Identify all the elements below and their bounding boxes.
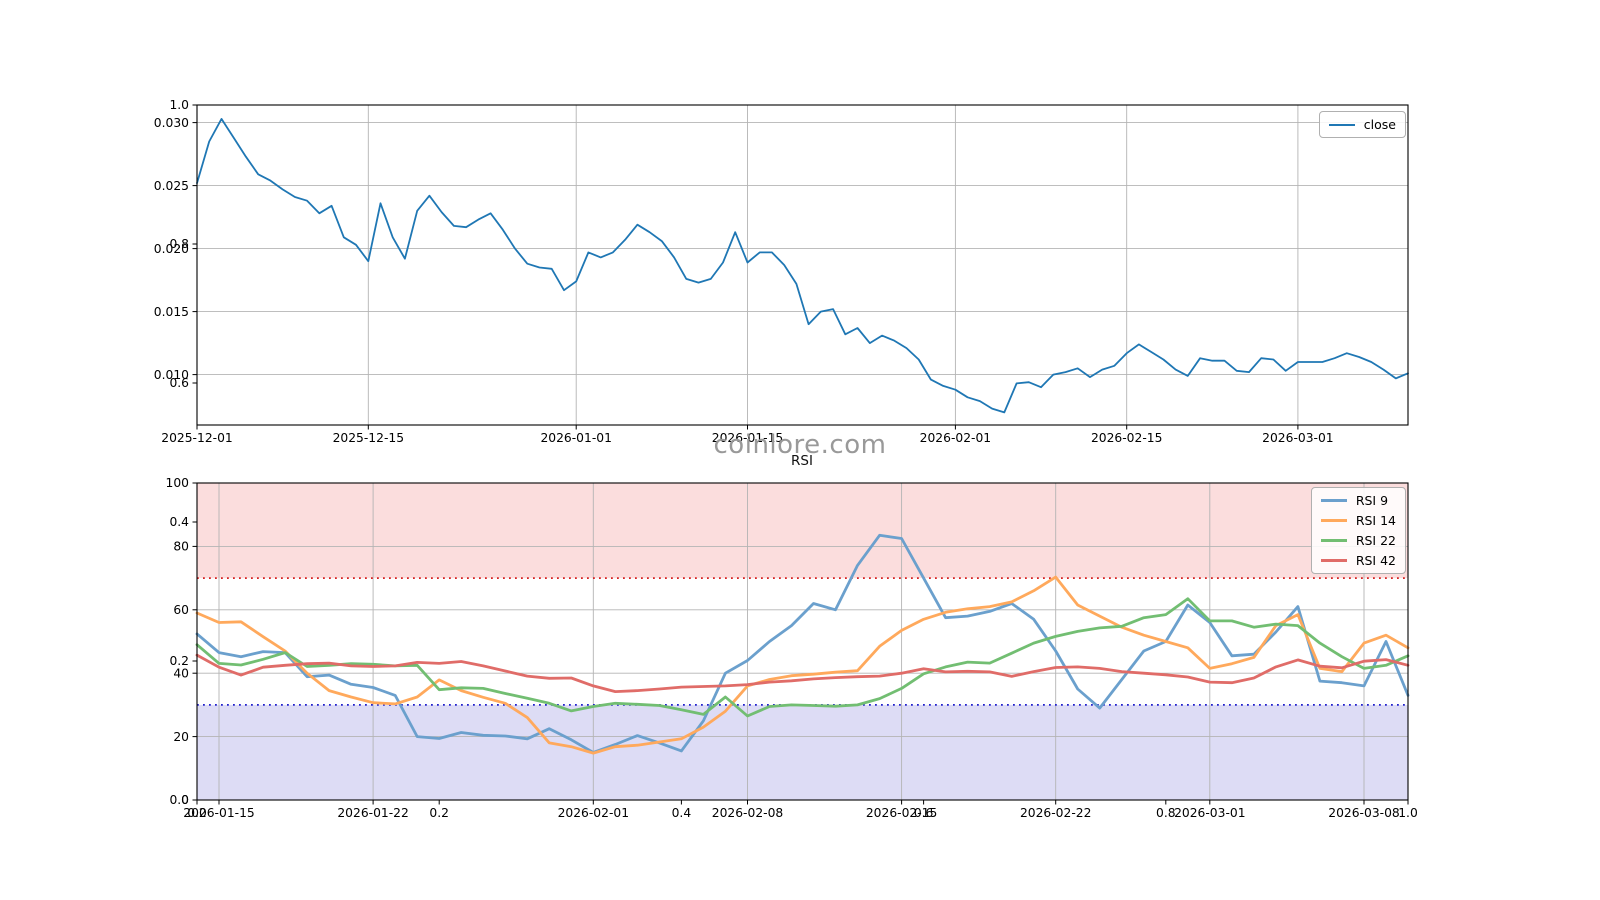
axes-spines [196, 482, 1409, 801]
axes-spines [196, 104, 1409, 426]
overlay-y-tick-label: 0.8 [169, 237, 189, 251]
overlay-x-tick-label: 0.4 [672, 806, 692, 820]
y-tick-label: 0.020 [154, 242, 189, 256]
x-tick-label: 2026-02-01 [558, 806, 629, 820]
y-tick-label: 80 [173, 540, 189, 554]
y-tick-label: 0.015 [154, 305, 189, 319]
overlay-y-tick-label: 0.6 [169, 376, 189, 390]
legend-line-sample [1328, 123, 1355, 126]
x-tick-label: 2026-02-22 [1020, 806, 1091, 820]
x-tick-label: 2026-03-01 [1262, 431, 1333, 445]
x-tick-label: 2026-03-01 [1174, 806, 1245, 820]
RSI 42-line [195, 653, 1410, 693]
overlay-x-tick-label: 0.0 [187, 806, 207, 820]
x-tick-label: 2026-02-08 [712, 806, 783, 820]
legend-entry: close [1328, 116, 1396, 133]
y-tick-label: 40 [173, 666, 189, 680]
x-tick-label: 2025-12-01 [161, 431, 232, 445]
y-tick-label: 60 [173, 603, 189, 617]
legend-entry: RSI 22 [1320, 532, 1396, 549]
legend-line-sample [1320, 499, 1347, 502]
rsi-subplot-title: RSI [791, 453, 813, 469]
overlay-x-tick-label: 0.2 [429, 806, 449, 820]
watermark: coinlore.com [713, 430, 887, 460]
legend-label: RSI 42 [1355, 553, 1396, 568]
overlay-x-tick-label: 0.8 [1156, 806, 1176, 820]
RSI 14-line [195, 575, 1410, 755]
x-tick-label: 2026-03-08 [1328, 806, 1399, 820]
overlay-y-tick-label: 0.2 [169, 654, 189, 668]
y-tick-label: 0.030 [154, 116, 189, 130]
overlay-x-tick-label: 0.6 [914, 806, 934, 820]
price-legend: close [1318, 111, 1406, 138]
close-line [196, 118, 1409, 414]
rsi-legend: RSI 9 RSI 14 RSI 22 RSI 42 [1310, 487, 1406, 574]
x-tick-label: 2026-02-15 [866, 806, 937, 820]
x-tick-label: 2026-01-22 [337, 806, 408, 820]
x-tick-label: 2026-02-15 [1091, 431, 1162, 445]
oversold-band [197, 704, 1408, 800]
legend-line-sample [1320, 559, 1347, 562]
y-tick-label: 0.025 [154, 179, 189, 193]
y-tick-label: 100 [166, 476, 189, 490]
y-tick-label: 0.010 [154, 368, 189, 382]
legend-line-sample [1320, 519, 1347, 522]
legend-line-sample [1320, 539, 1347, 542]
legend-entry: RSI 42 [1320, 552, 1396, 569]
overlay-y-tick-label: 1.0 [169, 98, 189, 112]
x-tick-label: 2025-12-15 [333, 431, 404, 445]
overlay-x-tick-label: 1.0 [1398, 806, 1418, 820]
legend-label: close [1363, 117, 1396, 132]
overbought-band [197, 483, 1408, 579]
legend-label: RSI 9 [1355, 493, 1389, 508]
x-tick-label: 2026-01-01 [540, 431, 611, 445]
overlay-y-tick-label: 0.0 [169, 793, 189, 807]
x-tick-label: 2026-01-15 [183, 806, 254, 820]
legend-label: RSI 22 [1355, 533, 1396, 548]
y-tick-label: 0 [181, 793, 189, 807]
legend-label: RSI 14 [1355, 513, 1396, 528]
y-tick-label: 20 [173, 730, 189, 744]
legend-entry: RSI 14 [1320, 512, 1396, 529]
legend-entry: RSI 9 [1320, 492, 1396, 509]
overlay-y-tick-label: 0.4 [169, 515, 189, 529]
x-tick-label: 2026-02-01 [920, 431, 991, 445]
x-tick-label: 2026-01-15 [712, 431, 783, 445]
